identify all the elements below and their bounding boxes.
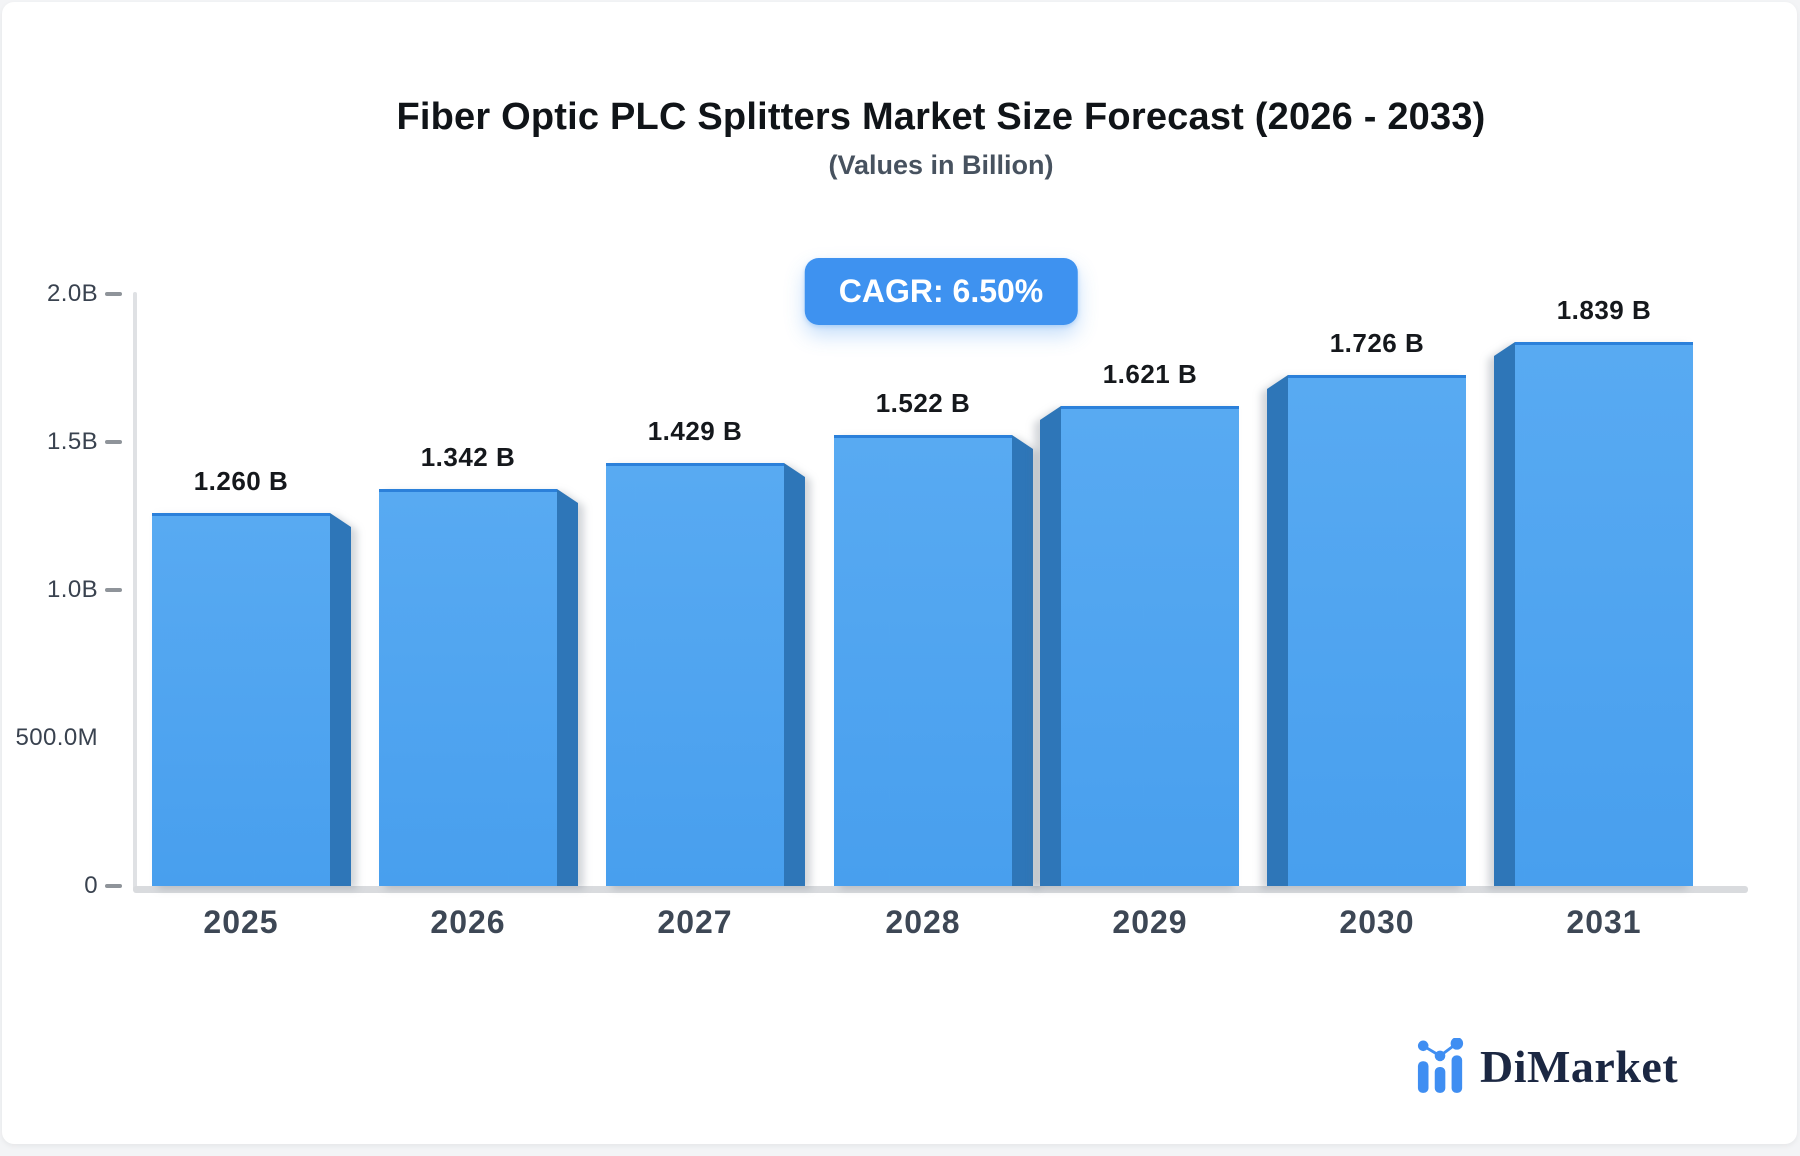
y-axis-line [133,292,137,890]
y-axis-label: 1.0B [47,576,98,603]
y-axis-label: 0 [84,872,98,899]
bar-2026[interactable] [379,489,557,886]
bar-side-face-2026 [557,489,578,886]
bar-value-label: 1.839 B [1556,295,1652,325]
bar-value-label: 1.522 B [875,388,971,418]
bar-value-label: 1.429 B [647,416,743,446]
bar-value-label: 1.260 B [193,466,289,496]
y-axis-tick [105,440,122,444]
bar-2028[interactable] [834,435,1012,886]
y-axis-tick [105,884,122,888]
bar-chart-logo-icon [1417,1038,1464,1093]
bar-2031[interactable] [1515,342,1693,886]
y-axis-tick [105,292,122,296]
y-axis-label: 2.0B [47,280,98,307]
dimarket-logo: DiMarket [1416,1038,1678,1094]
y-axis-label: 1.5B [47,428,98,455]
bar-value-label: 1.726 B [1329,328,1425,358]
x-axis-label-2025: 2025 [203,904,279,940]
x-axis-label-2029: 2029 [1112,904,1188,940]
bar-2025[interactable] [152,513,330,886]
chart-title: Fiber Optic PLC Splitters Market Size Fo… [396,96,1486,138]
dimarket-logo-text: DiMarket [1480,1040,1679,1092]
x-axis-label-2027: 2027 [657,904,733,940]
bar-side-face-2030 [1267,375,1288,886]
bar-side-face-2025 [330,513,351,886]
bar-side-face-2028 [1012,435,1033,886]
bar-2027[interactable] [606,463,784,886]
y-axis-tick [105,588,122,592]
bar-side-face-2029 [1040,406,1061,886]
bar-side-face-2031 [1494,342,1515,886]
cagr-badge: CAGR: 6.50% [804,258,1078,325]
bar-2030[interactable] [1288,375,1466,886]
y-axis-label: 500.0M [15,724,98,751]
x-axis-label-2026: 2026 [430,904,506,940]
bar-value-label: 1.621 B [1102,359,1198,389]
x-axis-label-2030: 2030 [1339,904,1415,940]
x-axis-label-2031: 2031 [1566,904,1642,940]
bar-value-label: 1.342 B [420,442,516,472]
x-axis-label-2028: 2028 [885,904,961,940]
x-axis-line [133,886,1748,893]
chart-subtitle: (Values in Billion) [828,150,1054,180]
bar-side-face-2027 [784,463,805,886]
bar-2029[interactable] [1061,406,1239,886]
cagr-badge-label: CAGR: 6.50% [838,273,1044,309]
